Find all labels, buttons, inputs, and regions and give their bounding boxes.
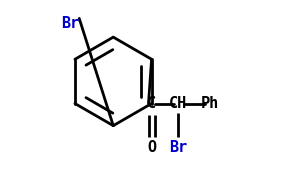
Text: Br: Br bbox=[61, 16, 79, 31]
Text: CH: CH bbox=[169, 96, 187, 111]
Text: Br: Br bbox=[169, 140, 187, 155]
Text: C: C bbox=[147, 96, 156, 111]
Text: O: O bbox=[147, 140, 156, 155]
Text: Ph: Ph bbox=[201, 96, 219, 111]
